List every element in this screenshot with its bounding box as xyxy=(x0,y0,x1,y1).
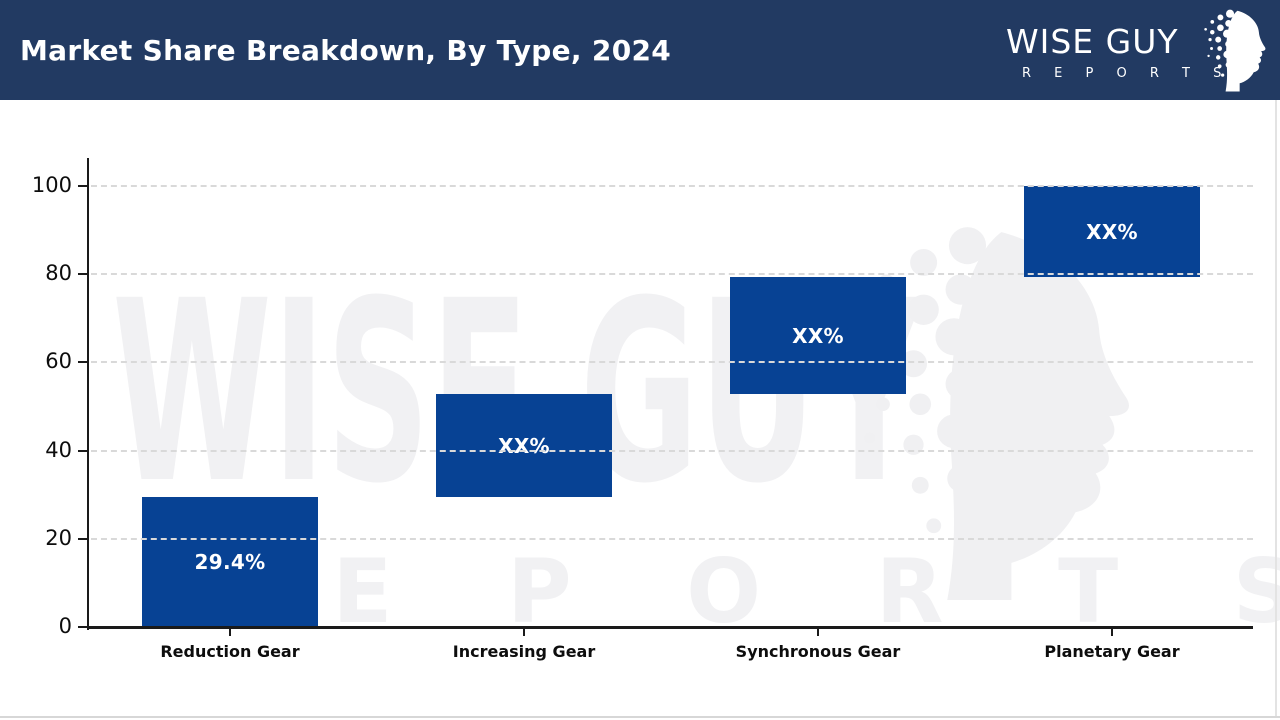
x-axis-line xyxy=(87,626,1253,629)
x-axis-label: Synchronous Gear xyxy=(735,642,901,661)
watermark-head-icon xyxy=(812,222,1150,600)
header-bar: Market Share Breakdown, By Type, 2024 WI… xyxy=(0,0,1280,100)
logo-reports-text: R E P O R T S xyxy=(1022,66,1231,81)
y-axis-tick-label: 60 xyxy=(45,349,72,374)
gridline xyxy=(91,185,1253,187)
bar: XX% xyxy=(730,277,906,395)
page-right-border xyxy=(1275,100,1277,716)
x-axis-tick xyxy=(817,629,819,636)
wiseguy-head-icon xyxy=(1196,8,1270,92)
y-axis-tick-label: 80 xyxy=(45,261,72,286)
gridline xyxy=(91,273,1253,276)
y-axis-tick xyxy=(78,449,88,452)
bar-value-label: XX% xyxy=(498,433,550,458)
y-axis-tick xyxy=(78,361,88,364)
bar-value-label: 29.4% xyxy=(194,550,266,575)
gridline xyxy=(91,537,1253,540)
bar-value-label: XX% xyxy=(792,323,844,348)
y-axis-tick-label: 40 xyxy=(45,437,72,462)
y-axis-tick xyxy=(78,185,88,187)
gridline xyxy=(91,361,1253,364)
x-axis-label: Increasing Gear xyxy=(452,642,596,661)
page-title: Market Share Breakdown, By Type, 2024 xyxy=(20,34,672,67)
x-axis-tick xyxy=(523,629,525,636)
bar-value-label: XX% xyxy=(1086,219,1138,244)
watermark-reports-text: R E P O R T S xyxy=(150,540,1280,643)
logo-wiseguy-text: WISE GUY xyxy=(1006,22,1179,61)
y-axis-line xyxy=(87,158,89,630)
x-axis-tick xyxy=(1111,629,1113,636)
x-axis-label: Planetary Gear xyxy=(1044,642,1180,661)
y-axis-tick-label: 100 xyxy=(31,173,72,197)
gridline xyxy=(91,449,1253,452)
bar: XX% xyxy=(1024,186,1200,278)
y-axis-tick xyxy=(78,537,88,540)
bar: 29.4% xyxy=(142,497,318,627)
wiseguy-logo: WISE GUY R E P O R T S xyxy=(1006,6,1268,94)
x-axis-label: Reduction Gear xyxy=(160,642,300,661)
page-bottom-border xyxy=(0,716,1280,718)
chart-plot: 0 20 40 60 80 100 29.4% Reduction Gear XX% Increa… xyxy=(0,100,1280,720)
y-axis-tick xyxy=(78,626,88,628)
y-axis-tick xyxy=(78,273,88,276)
y-axis-tick-label: 20 xyxy=(45,525,72,550)
x-axis-tick xyxy=(229,629,231,636)
bar: XX% xyxy=(436,394,612,498)
y-axis-tick-label: 0 xyxy=(58,614,72,638)
